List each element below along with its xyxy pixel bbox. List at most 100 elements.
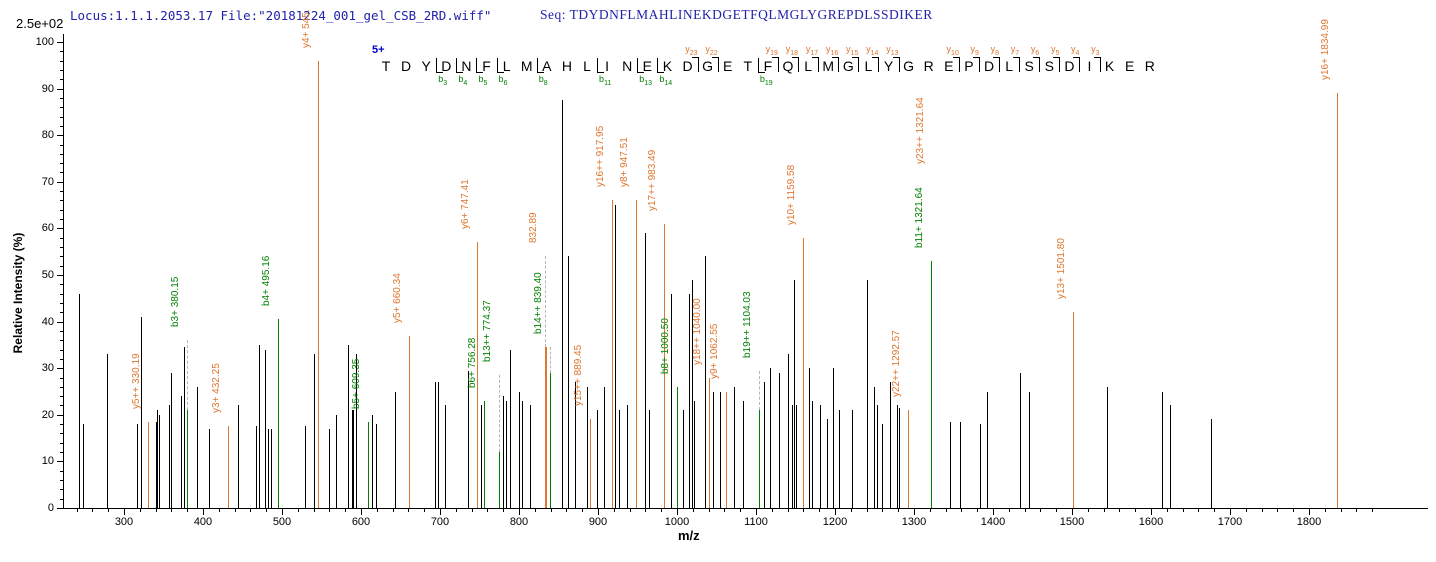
peak — [692, 279, 693, 508]
x-tick-label: 600 — [351, 516, 371, 528]
x-tick-label: 1600 — [1138, 516, 1164, 528]
peak — [792, 405, 793, 508]
residue-letter: K — [1104, 58, 1115, 74]
residue-letter: I — [605, 58, 610, 74]
annotated-peak — [550, 372, 551, 508]
residue-letter: G — [903, 58, 915, 74]
y-tick — [60, 359, 63, 360]
y-tick — [60, 387, 63, 388]
y-tick — [60, 378, 63, 379]
annotated-peak — [228, 426, 229, 508]
peak — [683, 410, 684, 508]
x-tick — [835, 509, 836, 515]
y-tick — [57, 368, 63, 369]
x-tick-label: 1200 — [822, 516, 848, 528]
y-tick — [60, 489, 63, 490]
peak — [897, 405, 898, 508]
peak — [812, 400, 813, 508]
residue-letter: D — [983, 58, 995, 74]
y-fragment-label: y22 — [705, 44, 718, 57]
peak — [184, 347, 185, 508]
peak — [468, 370, 469, 508]
x-tick — [1056, 509, 1057, 512]
peak-label: y9+ 1062.55 — [709, 323, 720, 379]
y-tick — [60, 163, 63, 164]
y-fragment-divider — [892, 57, 900, 72]
y-fragment-divider — [1033, 57, 1041, 72]
residue-letter: Y — [883, 58, 894, 74]
y-fragment-divider — [993, 57, 1001, 72]
y-fragment-divider — [1013, 57, 1021, 72]
y-tick — [57, 461, 63, 462]
y-tick — [60, 266, 63, 267]
peak-label: y16+ 1834.99 — [1320, 19, 1331, 81]
annotated-peak — [636, 200, 637, 508]
peak — [809, 368, 810, 508]
annotated-peak — [148, 421, 149, 508]
residue-letter: T — [743, 58, 753, 74]
peak — [348, 344, 349, 508]
y-fragment-divider — [812, 57, 820, 72]
y-fragment-label: y18 — [785, 44, 799, 57]
y-tick — [57, 42, 63, 43]
residue-letter: L — [1005, 58, 1013, 74]
b-fragment-divider — [757, 58, 765, 73]
peak — [438, 382, 439, 508]
peak — [259, 344, 260, 508]
y-fragment-divider — [771, 57, 779, 72]
y-fragment-label: y3 — [1091, 44, 1100, 57]
peak-label: 832.89 — [528, 212, 539, 244]
x-tick — [282, 509, 283, 515]
peak-label: y17++ 983.49 — [647, 149, 658, 211]
annotated-peak — [484, 400, 485, 508]
annotated-peak — [545, 347, 547, 508]
b-fragment-divider — [456, 58, 464, 73]
peak-label: y15++ 889.45 — [573, 345, 584, 407]
peak — [839, 410, 840, 508]
peak — [79, 293, 80, 508]
peak — [770, 368, 771, 508]
peak — [268, 428, 269, 508]
annotated-peak — [908, 410, 909, 508]
b-fragment-divider — [476, 58, 484, 73]
b-fragment-label: b13 — [639, 74, 653, 87]
annotated-peak — [409, 335, 410, 508]
y-tick — [57, 89, 63, 90]
b-fragment-label: b3 — [438, 74, 448, 87]
x-tick — [630, 509, 631, 512]
y-tick — [60, 117, 63, 118]
y-fragment-divider — [691, 57, 699, 72]
x-tick — [566, 509, 567, 512]
x-tick — [1325, 509, 1326, 512]
y-fragment-divider — [852, 57, 860, 72]
peak — [597, 410, 598, 508]
x-tick — [1309, 509, 1310, 515]
y-fragment-label: y9 — [970, 44, 979, 57]
x-tick — [1135, 509, 1136, 512]
peak — [619, 410, 620, 508]
peak — [575, 382, 576, 508]
peak — [720, 391, 721, 508]
peak — [353, 410, 354, 508]
y-tick — [57, 135, 63, 136]
peak — [372, 414, 373, 508]
x-tick — [1372, 509, 1373, 512]
x-tick — [598, 509, 599, 515]
x-tick — [440, 509, 441, 515]
b-fragment-divider — [536, 58, 544, 73]
y-tick — [60, 284, 63, 285]
peak — [587, 386, 588, 508]
y-tick — [60, 172, 63, 173]
residue-letter: S — [1044, 58, 1054, 74]
peak-label: b14++ 839.40 — [533, 272, 544, 335]
y-tick-label: 60 — [41, 222, 54, 234]
x-tick — [345, 509, 346, 512]
label-leader-line — [759, 370, 760, 411]
y-tick — [60, 247, 63, 248]
y-fragment-divider — [952, 57, 960, 72]
peak — [481, 405, 482, 508]
peak — [867, 279, 868, 508]
peak — [1020, 372, 1021, 508]
peak — [137, 424, 138, 508]
y-fragment-divider — [832, 57, 840, 72]
